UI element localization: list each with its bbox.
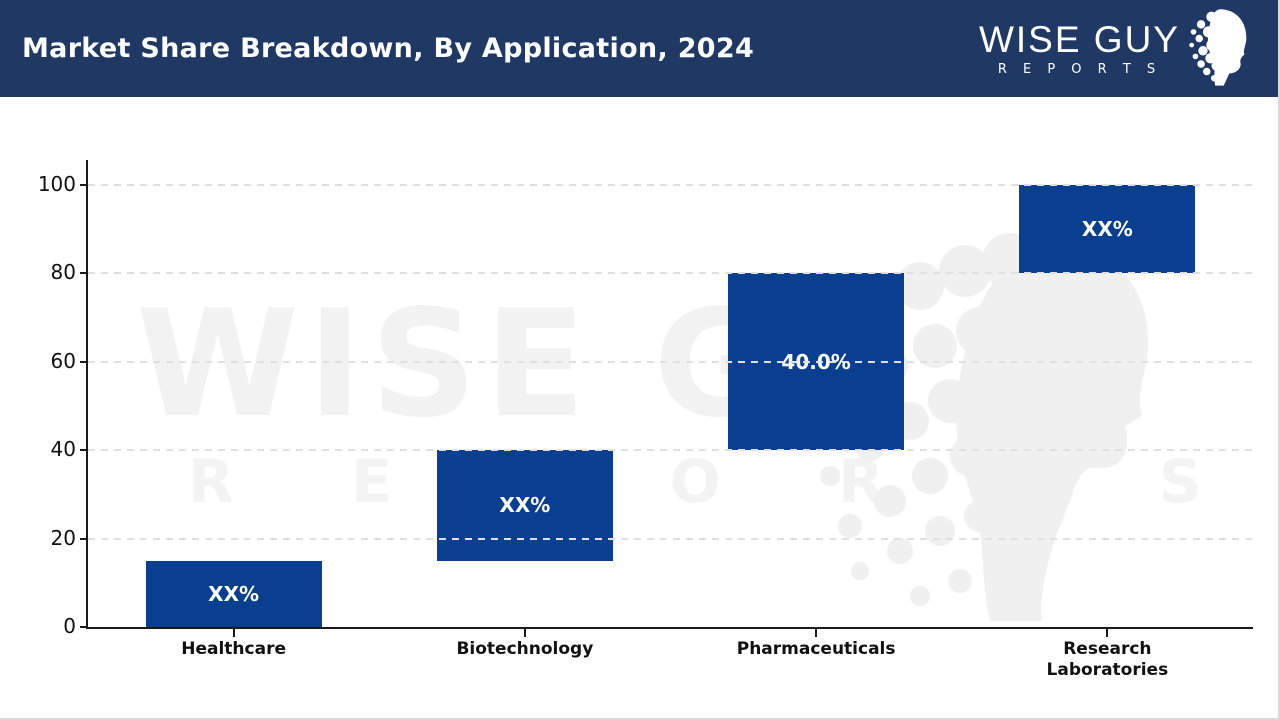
logo-wordmark: WISE GUY <box>978 19 1180 60</box>
y-tick-mark-20 <box>80 537 87 540</box>
gridline-60 <box>88 360 1253 363</box>
wiseguy-head-icon <box>1186 7 1252 91</box>
y-tick-mark-60 <box>80 360 87 363</box>
bar-value-label: XX% <box>208 581 260 606</box>
y-tick-label-40: 40 <box>50 437 76 462</box>
chart-title: Market Share Breakdown, By Application, … <box>22 33 755 64</box>
x-category-label-3: Pharmaceuticals <box>736 639 896 659</box>
gridline-80 <box>88 272 1253 275</box>
x-category-label-4: Research Laboratories <box>1046 639 1169 681</box>
bar-value-label: XX% <box>499 493 551 518</box>
y-tick-mark-40 <box>80 449 87 452</box>
x-tick-mark-4 <box>1106 629 1109 637</box>
x-tick-mark-1 <box>232 629 235 637</box>
y-tick-mark-100 <box>80 184 87 186</box>
y-tick-mark-80 <box>80 272 87 275</box>
x-axis-line <box>86 627 1253 629</box>
gridline-100 <box>88 184 1253 186</box>
gridline-40 <box>88 449 1253 452</box>
x-category-label-2: Biotechnology <box>456 639 594 659</box>
wiseguy-logo: WISE GUY R E P O R T S <box>979 7 1252 91</box>
y-tick-label-100: 100 <box>37 172 76 196</box>
y-tick-label-80: 80 <box>50 260 76 285</box>
plot-area: XX% XX% 40.0% XX% <box>88 160 1253 627</box>
y-tick-label-60: 60 <box>50 348 76 373</box>
y-tick-label-20: 20 <box>50 525 76 550</box>
bar-biotechnology: XX% <box>436 450 613 561</box>
y-tick-mark-0 <box>80 626 87 628</box>
bar-healthcare: XX% <box>145 560 322 627</box>
x-tick-mark-3 <box>815 629 818 637</box>
logo-subtitle: R E P O R T S <box>997 62 1162 77</box>
x-category-label-1: Healthcare <box>181 639 286 659</box>
bar-research-laboratories: XX% <box>1019 185 1196 274</box>
gridline-20 <box>88 537 1253 540</box>
bar-value-label: XX% <box>1081 217 1133 242</box>
wiseguy-logo-text: WISE GUY R E P O R T S <box>979 21 1180 76</box>
y-tick-label-0: 0 <box>63 614 76 638</box>
y-axis-line <box>86 160 88 629</box>
header-bar: Market Share Breakdown, By Application, … <box>0 0 1278 97</box>
x-tick-mark-2 <box>523 629 526 637</box>
